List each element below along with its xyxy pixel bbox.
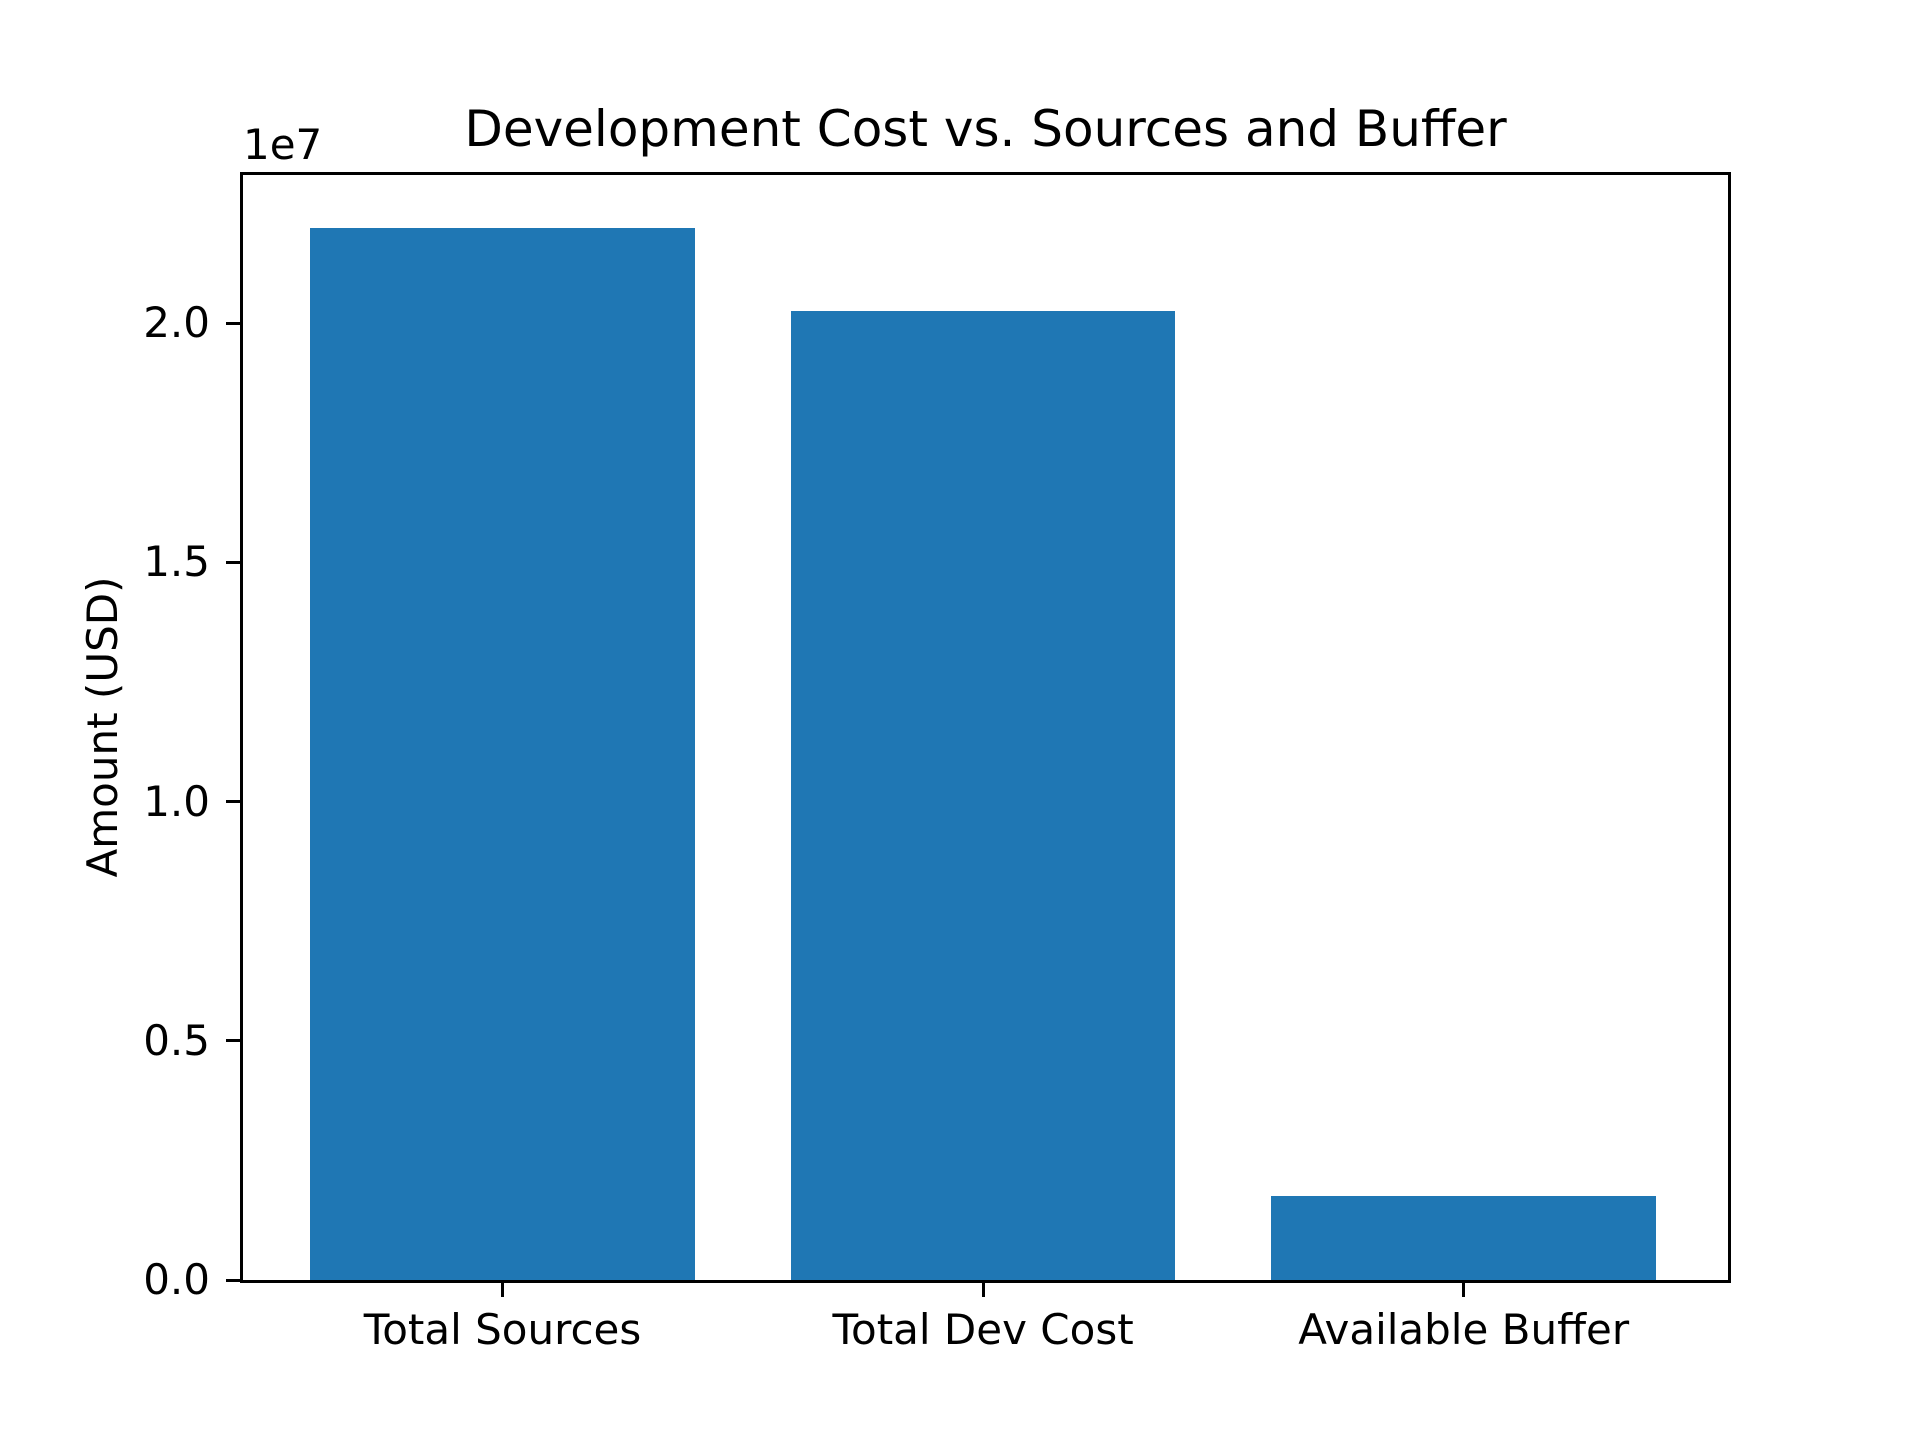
y-tick-mark bbox=[226, 800, 240, 804]
y-tick-mark bbox=[226, 321, 240, 325]
x-tick-label-total-sources: Total Sources bbox=[363, 1305, 642, 1354]
y-tick-mark bbox=[226, 1039, 240, 1043]
x-tick-label-available-buffer: Available Buffer bbox=[1298, 1305, 1630, 1354]
chart-title: Development Cost vs. Sources and Buffer bbox=[464, 100, 1507, 158]
y-tick-label: 0.0 bbox=[143, 1255, 210, 1304]
x-tick-mark bbox=[981, 1283, 985, 1297]
plot-area bbox=[240, 172, 1731, 1283]
y-axis-offset-label: 1e7 bbox=[243, 120, 323, 169]
x-tick-mark bbox=[501, 1283, 504, 1297]
y-tick-label: 0.5 bbox=[143, 1015, 210, 1065]
bar-total-sources bbox=[310, 227, 695, 1280]
y-axis-label: Amount (USD) bbox=[78, 576, 127, 878]
bar-total-dev-cost bbox=[790, 311, 1176, 1280]
y-tick-mark bbox=[226, 560, 240, 564]
bar-available-buffer bbox=[1271, 1196, 1656, 1280]
y-tick-label: 2.0 bbox=[143, 298, 210, 348]
x-tick-label-total-dev-cost: Total Dev Cost bbox=[832, 1305, 1134, 1354]
y-tick-mark bbox=[226, 1278, 240, 1282]
x-tick-mark bbox=[1462, 1283, 1466, 1297]
